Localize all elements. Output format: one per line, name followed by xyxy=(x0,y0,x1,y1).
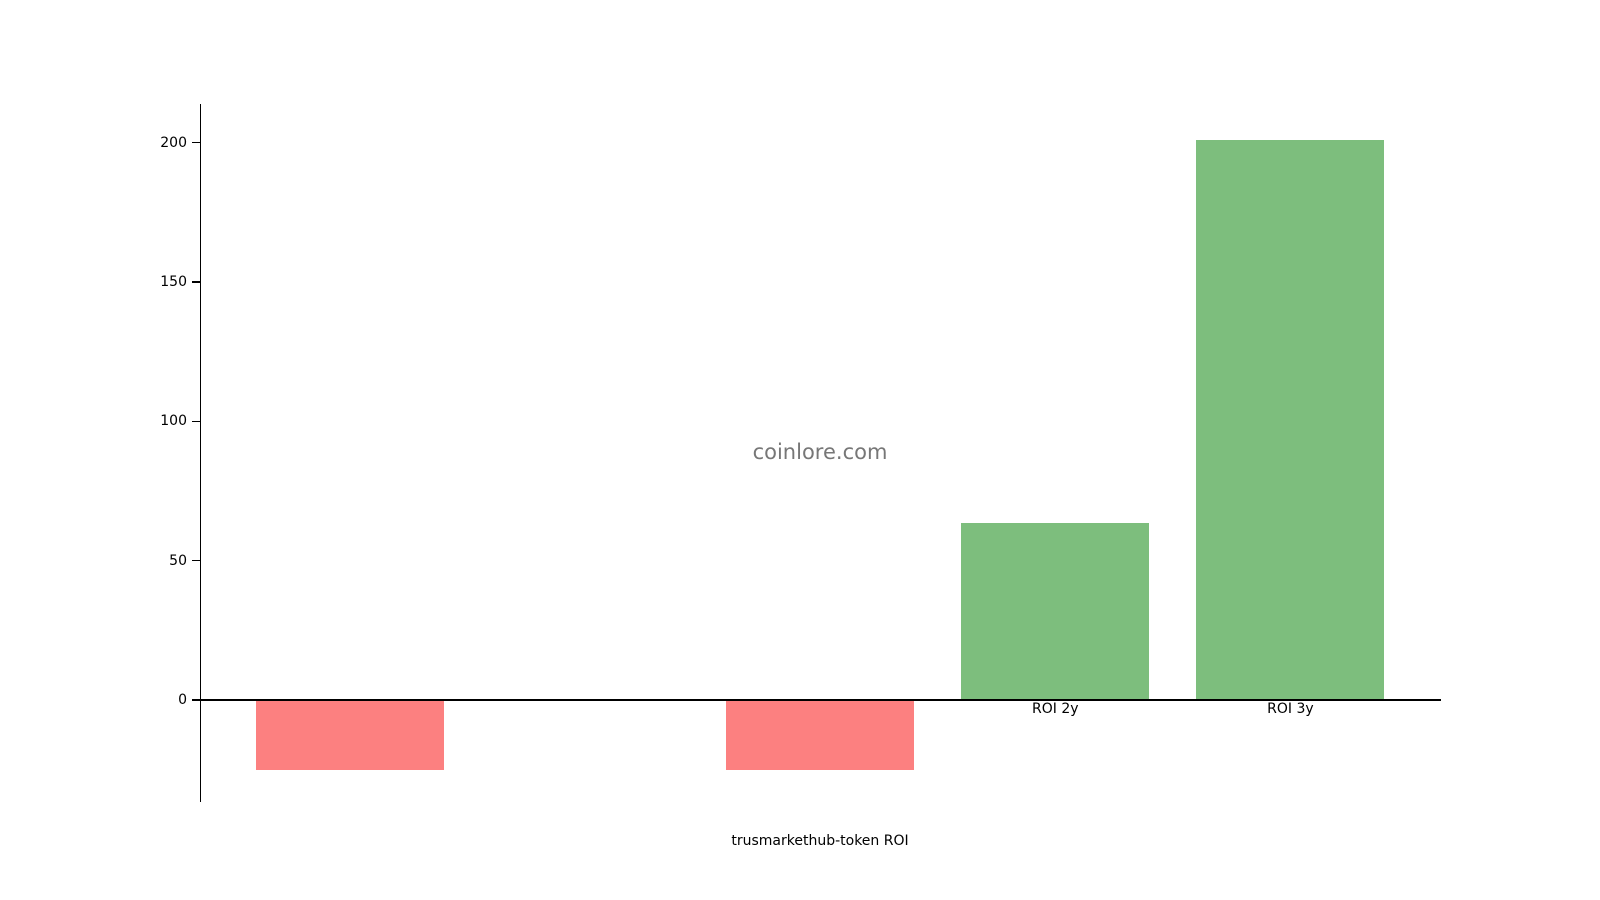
y-tick-label-200: 200 xyxy=(160,134,187,151)
watermark-text: coinlore.com xyxy=(752,440,888,464)
x-axis-zero-line xyxy=(199,699,1441,701)
chart-caption: trusmarkethub-token ROI xyxy=(731,833,909,849)
y-tick-mark-50 xyxy=(192,559,200,562)
bar-roi-2y xyxy=(961,523,1150,700)
y-tick-mark-150 xyxy=(192,281,200,283)
y-tick-mark-0 xyxy=(192,699,200,701)
y-tick-mark-100 xyxy=(192,420,200,423)
bar-slot-2 xyxy=(726,700,915,770)
y-tick-mark-200 xyxy=(192,142,200,144)
y-axis-line xyxy=(199,104,201,802)
y-tick-label-50: 50 xyxy=(169,552,187,569)
y-tick-label-0: 0 xyxy=(178,692,187,708)
bar-slot-0 xyxy=(256,700,444,770)
y-tick-label-150: 150 xyxy=(160,274,187,291)
x-tick-label-roi-3y: ROI 3y xyxy=(1267,701,1314,717)
bar-roi-3y xyxy=(1196,139,1385,700)
y-tick-label-100: 100 xyxy=(160,413,187,430)
x-tick-label-roi-2y: ROI 2y xyxy=(1032,701,1079,717)
